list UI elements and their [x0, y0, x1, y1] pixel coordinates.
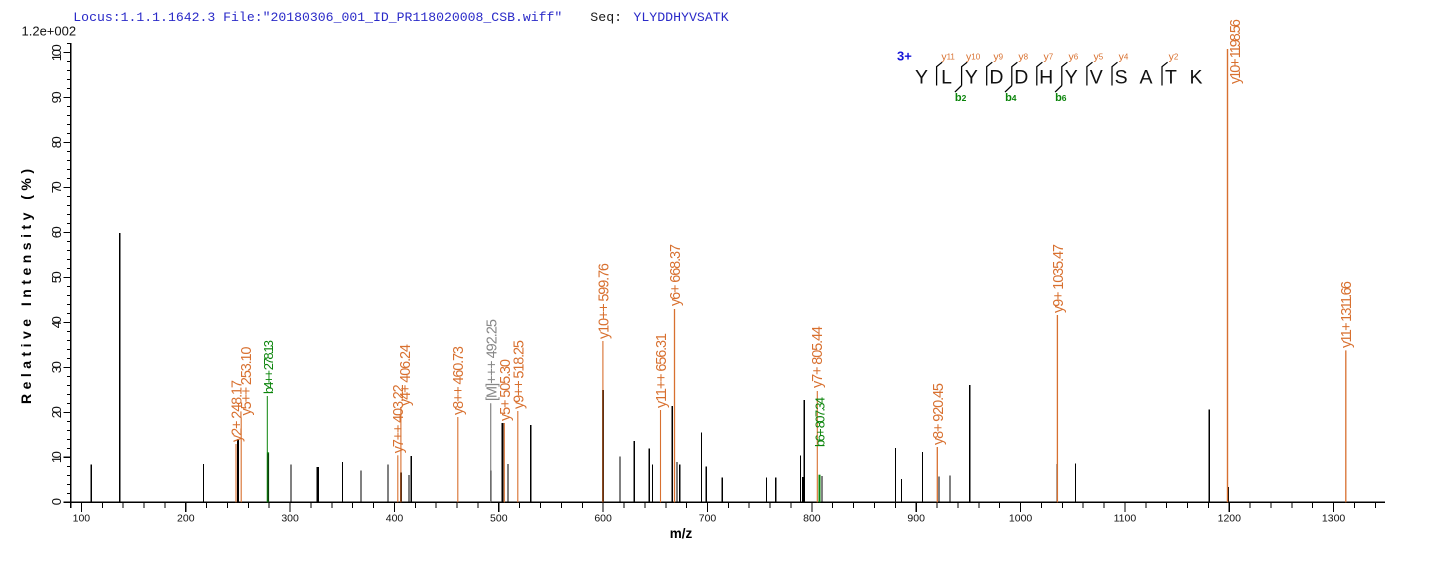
svg-text:300: 300 — [281, 513, 299, 525]
svg-text:y7++ 403.22: y7++ 403.22 — [391, 384, 407, 453]
svg-text:y8: y8 — [1018, 51, 1028, 63]
svg-text:y9++ 518.25: y9++ 518.25 — [512, 340, 528, 409]
svg-text:700: 700 — [699, 513, 717, 525]
svg-text:b2: b2 — [955, 92, 967, 104]
svg-text:200: 200 — [177, 513, 195, 525]
svg-text:y9: y9 — [993, 51, 1003, 63]
svg-text:D: D — [1014, 67, 1028, 89]
svg-text:y4+ 406.24: y4+ 406.24 — [398, 344, 414, 406]
svg-text:30: 30 — [49, 361, 64, 373]
svg-text:y10: y10 — [966, 51, 981, 63]
svg-text:Y: Y — [1065, 67, 1078, 89]
svg-text:b4: b4 — [1005, 92, 1017, 104]
svg-text:Y: Y — [915, 67, 928, 89]
svg-text:60: 60 — [49, 226, 64, 238]
svg-text:K: K — [1189, 67, 1202, 89]
svg-text:1000: 1000 — [1009, 513, 1033, 525]
svg-text:y11+ 1311.66: y11+ 1311.66 — [1339, 281, 1355, 348]
svg-text:m/z: m/z — [670, 526, 693, 541]
svg-text:b4++ 278.13: b4++ 278.13 — [261, 340, 276, 394]
svg-text:y6: y6 — [1068, 51, 1078, 63]
svg-text:T: T — [1165, 67, 1177, 89]
svg-text:y9+ 1035.47: y9+ 1035.47 — [1051, 244, 1067, 313]
svg-text:y8+ 920.45: y8+ 920.45 — [931, 383, 947, 445]
svg-text:YLYDDHYVSATK: YLYDDHYVSATK — [633, 10, 728, 25]
svg-text:3+: 3+ — [897, 49, 912, 64]
svg-text:y4: y4 — [1119, 51, 1129, 63]
svg-text:100: 100 — [73, 513, 91, 525]
svg-text:1.2e+002: 1.2e+002 — [22, 24, 77, 39]
svg-text:y6+ 668.37: y6+ 668.37 — [668, 244, 684, 306]
svg-text:1300: 1300 — [1322, 513, 1346, 525]
svg-text:A: A — [1139, 67, 1152, 89]
svg-text:100: 100 — [49, 44, 64, 61]
svg-text:80: 80 — [49, 136, 64, 148]
svg-text:10: 10 — [49, 451, 64, 463]
svg-text:b6: b6 — [1055, 92, 1067, 104]
svg-text:Locus:1.1.1.1642.3 File:"20180: Locus:1.1.1.1642.3 File:"20180306_001_ID… — [73, 10, 562, 25]
svg-text:Y: Y — [965, 67, 978, 89]
svg-text:y11: y11 — [941, 51, 955, 63]
svg-text:20: 20 — [49, 406, 64, 418]
svg-text:y5: y5 — [1094, 51, 1104, 63]
svg-text:400: 400 — [386, 513, 404, 525]
svg-text:600: 600 — [594, 513, 612, 525]
svg-text:[M]+++ 492.25: [M]+++ 492.25 — [484, 319, 500, 401]
svg-text:40: 40 — [49, 316, 64, 328]
svg-text:y11++ 656.31: y11++ 656.31 — [654, 333, 670, 408]
svg-text:0: 0 — [49, 498, 64, 505]
svg-text:90: 90 — [49, 91, 64, 103]
svg-text:900: 900 — [907, 513, 925, 525]
svg-text:y5++ 253.10: y5++ 253.10 — [239, 347, 255, 416]
svg-text:y2: y2 — [1169, 51, 1179, 63]
svg-text:y5+ 505.30: y5+ 505.30 — [498, 359, 514, 421]
svg-text:D: D — [989, 67, 1003, 89]
svg-text:y7+ 805.44: y7+ 805.44 — [810, 326, 826, 388]
svg-text:Seq:: Seq: — [590, 10, 622, 25]
svg-text:1200: 1200 — [1218, 513, 1242, 525]
svg-text:y10+ 1198.56: y10+ 1198.56 — [1228, 19, 1244, 84]
svg-text:y7: y7 — [1043, 51, 1053, 63]
svg-text:1100: 1100 — [1114, 513, 1137, 525]
svg-text:S: S — [1115, 67, 1128, 89]
svg-text:y2+ 248.17: y2+ 248.17 — [229, 380, 245, 442]
svg-text:800: 800 — [803, 513, 821, 525]
svg-text:70: 70 — [49, 181, 64, 193]
svg-text:500: 500 — [490, 513, 508, 525]
svg-text:L: L — [941, 67, 952, 89]
svg-text:y10++ 599.76: y10++ 599.76 — [597, 263, 613, 339]
svg-text:50: 50 — [49, 271, 64, 283]
svg-text:b6+ 807.34: b6+ 807.34 — [813, 397, 828, 447]
svg-text:y8++ 460.73: y8++ 460.73 — [451, 346, 467, 415]
svg-text:V: V — [1090, 67, 1103, 89]
svg-text:H: H — [1039, 67, 1053, 89]
